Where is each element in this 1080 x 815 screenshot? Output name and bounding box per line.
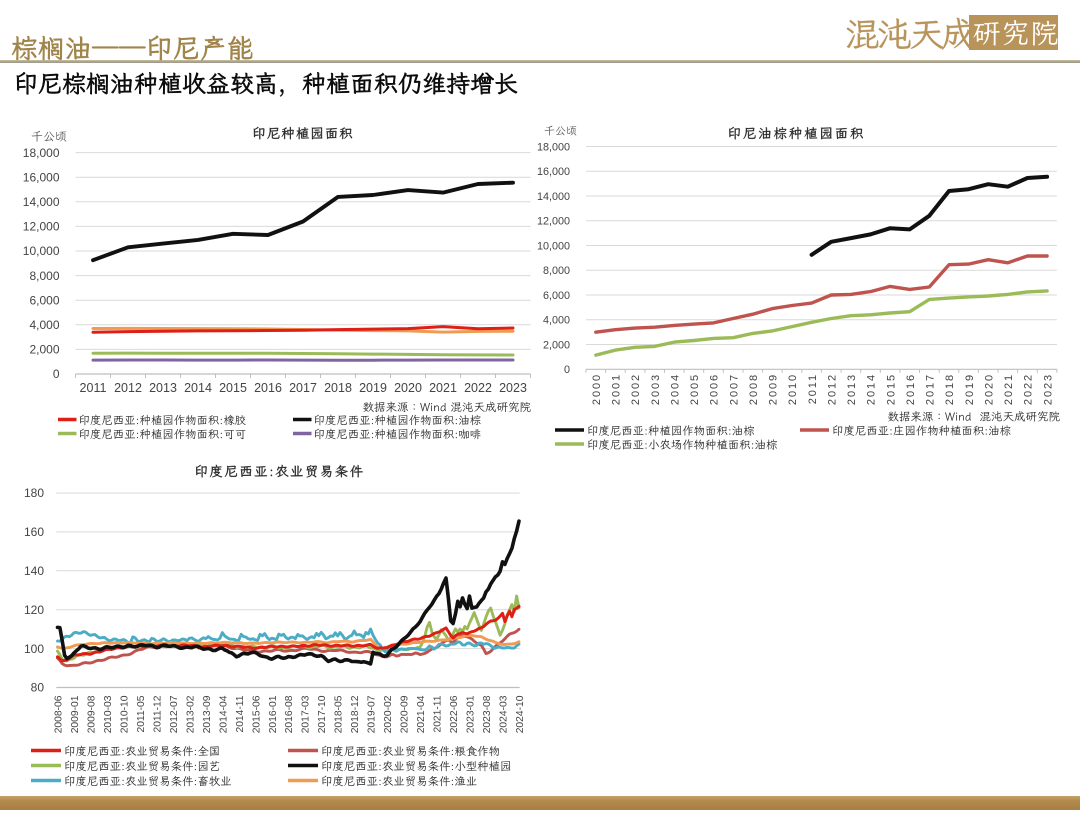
svg-text:14,000: 14,000 [23,195,60,209]
svg-text:2015: 2015 [219,381,247,395]
svg-text:2023-01: 2023-01 [466,695,477,733]
svg-text:2,000: 2,000 [29,343,59,357]
svg-text:2018: 2018 [324,381,352,395]
svg-text:8,000: 8,000 [543,265,570,277]
svg-text:160: 160 [24,525,44,539]
svg-text:2018-12: 2018-12 [350,695,361,733]
svg-text:2024-10: 2024-10 [515,695,526,733]
svg-text:2000: 2000 [591,373,603,405]
svg-text:6,000: 6,000 [29,293,59,307]
svg-text:2019-07: 2019-07 [367,695,378,733]
svg-text:2017: 2017 [925,373,937,405]
svg-text:2023: 2023 [499,381,527,395]
svg-text:2022-06: 2022-06 [449,695,460,733]
svg-text:8,000: 8,000 [29,269,59,283]
svg-text:2001: 2001 [611,373,623,405]
svg-text:2013-02: 2013-02 [185,695,196,733]
svg-text:4,000: 4,000 [543,315,570,327]
svg-text:2011-12: 2011-12 [152,695,163,732]
svg-text:2014: 2014 [184,381,212,395]
svg-text:2014-04: 2014-04 [218,695,229,733]
svg-text:2020: 2020 [394,381,422,395]
svg-text:2011: 2011 [807,373,819,404]
svg-text:2015-06: 2015-06 [251,695,262,733]
svg-text:14,000: 14,000 [537,191,570,203]
svg-text:12,000: 12,000 [23,220,60,234]
svg-text:2008-06: 2008-06 [54,695,65,733]
svg-text:2019: 2019 [359,381,387,395]
svg-text:2009-01: 2009-01 [70,695,81,733]
svg-text:2018: 2018 [944,373,956,405]
svg-text:180: 180 [24,486,44,500]
svg-text:2006: 2006 [709,373,721,405]
svg-text:140: 140 [24,564,44,578]
svg-text:2009: 2009 [768,373,780,405]
svg-text:2023: 2023 [1042,373,1054,405]
svg-text:2016-01: 2016-01 [268,695,279,733]
svg-text:2020-02: 2020-02 [383,695,394,733]
svg-text:2012: 2012 [114,381,142,395]
svg-text:18,000: 18,000 [537,141,570,153]
svg-text:2016: 2016 [254,381,282,395]
svg-text:2020-09: 2020-09 [400,695,411,733]
svg-text:2019: 2019 [964,373,976,405]
svg-text:2012-07: 2012-07 [169,695,180,733]
svg-text:10,000: 10,000 [23,244,60,258]
svg-text:6,000: 6,000 [543,290,570,302]
svg-text:2021: 2021 [429,381,457,395]
svg-text:2010-10: 2010-10 [119,695,130,733]
svg-text:2011-05: 2011-05 [136,695,147,732]
svg-text:4,000: 4,000 [29,318,59,332]
svg-text:2022: 2022 [1023,373,1035,405]
svg-text:16,000: 16,000 [23,170,60,184]
svg-text:2023-08: 2023-08 [482,695,493,733]
svg-text:2014: 2014 [866,373,878,405]
svg-text:2013: 2013 [149,381,177,395]
svg-text:80: 80 [31,681,45,695]
svg-text:16,000: 16,000 [537,166,570,178]
svg-text:2003: 2003 [650,373,662,405]
svg-text:2016: 2016 [905,373,917,405]
svg-text:2018-05: 2018-05 [334,695,345,733]
svg-text:2004: 2004 [670,373,682,405]
svg-text:0: 0 [53,367,60,381]
svg-text:2013: 2013 [846,373,858,405]
svg-text:2009-08: 2009-08 [87,695,98,733]
svg-text:2017-10: 2017-10 [317,695,328,733]
svg-text:2017-03: 2017-03 [301,695,312,733]
svg-text:2021-04: 2021-04 [416,695,427,733]
svg-text:2014-11: 2014-11 [235,695,246,732]
svg-text:0: 0 [564,364,570,376]
svg-text:2015: 2015 [885,373,897,405]
svg-text:2021-11: 2021-11 [433,695,444,732]
svg-text:2011: 2011 [80,381,107,395]
svg-text:2020: 2020 [983,373,995,405]
svg-text:100: 100 [24,642,44,656]
svg-text:2021: 2021 [1003,373,1015,405]
svg-text:12,000: 12,000 [537,216,570,228]
svg-text:120: 120 [24,603,44,617]
svg-text:2022: 2022 [464,381,492,395]
svg-text:2010-03: 2010-03 [103,695,114,733]
svg-text:2012: 2012 [826,373,838,405]
svg-text:2017: 2017 [289,381,317,395]
svg-text:2005: 2005 [689,373,701,405]
svg-text:2010: 2010 [787,373,799,405]
svg-text:2013-09: 2013-09 [202,695,213,733]
svg-text:2008: 2008 [748,373,760,405]
svg-text:2007: 2007 [728,373,740,405]
svg-text:2016-08: 2016-08 [284,695,295,733]
svg-text:10,000: 10,000 [537,240,570,252]
svg-text:2,000: 2,000 [543,339,570,351]
svg-text:18,000: 18,000 [23,146,60,160]
svg-text:2002: 2002 [630,373,642,405]
svg-text:2024-03: 2024-03 [499,695,510,733]
